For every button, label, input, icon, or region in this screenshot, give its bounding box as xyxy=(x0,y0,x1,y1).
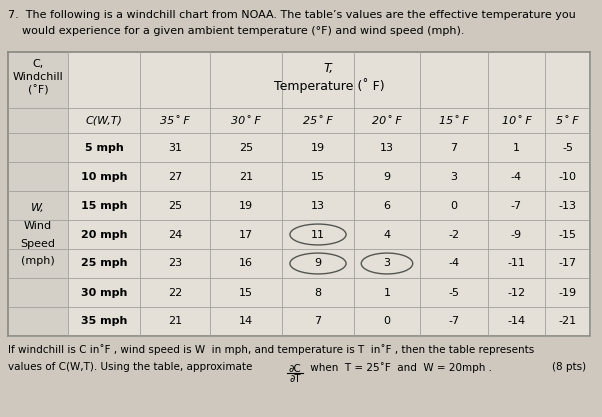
Text: Wind: Wind xyxy=(24,221,52,231)
Text: 10 mph: 10 mph xyxy=(81,171,127,181)
Text: 3: 3 xyxy=(450,171,458,181)
Text: -4: -4 xyxy=(448,259,459,269)
Text: (8 pts): (8 pts) xyxy=(552,362,586,372)
Text: -4: -4 xyxy=(511,171,522,181)
Text: 7: 7 xyxy=(450,143,458,153)
Text: 1: 1 xyxy=(513,143,520,153)
Text: -15: -15 xyxy=(559,229,577,239)
Text: 35˚ F: 35˚ F xyxy=(160,116,190,126)
Text: If windchill is C in˚F , wind speed is W  in mph, and temperature is T  in˚F , t: If windchill is C in˚F , wind speed is W… xyxy=(8,344,534,355)
Text: T,: T, xyxy=(324,61,334,75)
Text: when  T = 25˚F  and  W = 20mph .: when T = 25˚F and W = 20mph . xyxy=(307,362,492,373)
Text: -5: -5 xyxy=(448,287,459,297)
Text: 25: 25 xyxy=(239,143,253,153)
Text: (˚F): (˚F) xyxy=(28,85,48,95)
Text: -7: -7 xyxy=(511,201,522,211)
Text: 23: 23 xyxy=(168,259,182,269)
Text: 10˚ F: 10˚ F xyxy=(501,116,532,126)
Text: 15˚ F: 15˚ F xyxy=(439,116,469,126)
Text: 25 mph: 25 mph xyxy=(81,259,127,269)
Text: 0: 0 xyxy=(383,317,391,327)
Text: -14: -14 xyxy=(507,317,526,327)
Text: 15 mph: 15 mph xyxy=(81,201,127,211)
Text: 31: 31 xyxy=(168,143,182,153)
Text: ∂C: ∂C xyxy=(288,364,302,374)
Text: 22: 22 xyxy=(168,287,182,297)
Text: 7.  The following is a windchill chart from NOAA. The table’s values are the eff: 7. The following is a windchill chart fr… xyxy=(8,10,576,20)
Text: 20˚ F: 20˚ F xyxy=(372,116,402,126)
Text: (mph): (mph) xyxy=(21,256,55,266)
Text: -5: -5 xyxy=(562,143,573,153)
Text: 21: 21 xyxy=(239,171,253,181)
Text: -19: -19 xyxy=(559,287,577,297)
Text: 25: 25 xyxy=(168,201,182,211)
Text: W,: W, xyxy=(31,203,45,213)
Text: -13: -13 xyxy=(559,201,577,211)
Text: -21: -21 xyxy=(559,317,577,327)
Text: Speed: Speed xyxy=(20,239,55,249)
Text: -17: -17 xyxy=(559,259,577,269)
Text: 3: 3 xyxy=(383,259,391,269)
Text: C(W,T): C(W,T) xyxy=(85,116,122,126)
Text: ∂T: ∂T xyxy=(289,374,301,384)
Text: 5 mph: 5 mph xyxy=(85,143,123,153)
Text: 4: 4 xyxy=(383,229,391,239)
Text: -11: -11 xyxy=(507,259,526,269)
Text: 30˚ F: 30˚ F xyxy=(231,116,261,126)
Text: 11: 11 xyxy=(311,229,325,239)
Text: 19: 19 xyxy=(239,201,253,211)
Text: 8: 8 xyxy=(314,287,321,297)
Text: C,: C, xyxy=(33,59,43,69)
Text: 5˚ F: 5˚ F xyxy=(556,116,579,126)
Text: 16: 16 xyxy=(239,259,253,269)
Text: -7: -7 xyxy=(448,317,459,327)
Text: 13: 13 xyxy=(311,201,325,211)
Text: 9: 9 xyxy=(383,171,391,181)
Text: values of C(W,T). Using the table, approximate: values of C(W,T). Using the table, appro… xyxy=(8,362,256,372)
Text: 7: 7 xyxy=(314,317,321,327)
Text: 21: 21 xyxy=(168,317,182,327)
Text: would experience for a given ambient temperature (°F) and wind speed (mph).: would experience for a given ambient tem… xyxy=(8,26,465,36)
Text: 24: 24 xyxy=(168,229,182,239)
Text: 15: 15 xyxy=(239,287,253,297)
Text: 0: 0 xyxy=(450,201,458,211)
Text: 25˚ F: 25˚ F xyxy=(303,116,333,126)
Text: -2: -2 xyxy=(448,229,459,239)
Text: 6: 6 xyxy=(383,201,391,211)
Text: -12: -12 xyxy=(507,287,526,297)
Bar xyxy=(8,52,68,336)
Text: 19: 19 xyxy=(311,143,325,153)
Text: 1: 1 xyxy=(383,287,391,297)
Text: 14: 14 xyxy=(239,317,253,327)
Bar xyxy=(8,52,68,108)
Text: 13: 13 xyxy=(380,143,394,153)
Bar xyxy=(8,52,590,336)
Text: 30 mph: 30 mph xyxy=(81,287,127,297)
Text: Temperature (˚ F): Temperature (˚ F) xyxy=(274,78,384,93)
Text: 27: 27 xyxy=(168,171,182,181)
Text: -9: -9 xyxy=(511,229,522,239)
Text: 35 mph: 35 mph xyxy=(81,317,127,327)
Text: 20 mph: 20 mph xyxy=(81,229,127,239)
Text: 9: 9 xyxy=(314,259,321,269)
Text: Windchill: Windchill xyxy=(13,72,63,82)
Text: 17: 17 xyxy=(239,229,253,239)
Text: 15: 15 xyxy=(311,171,325,181)
Text: -10: -10 xyxy=(559,171,577,181)
